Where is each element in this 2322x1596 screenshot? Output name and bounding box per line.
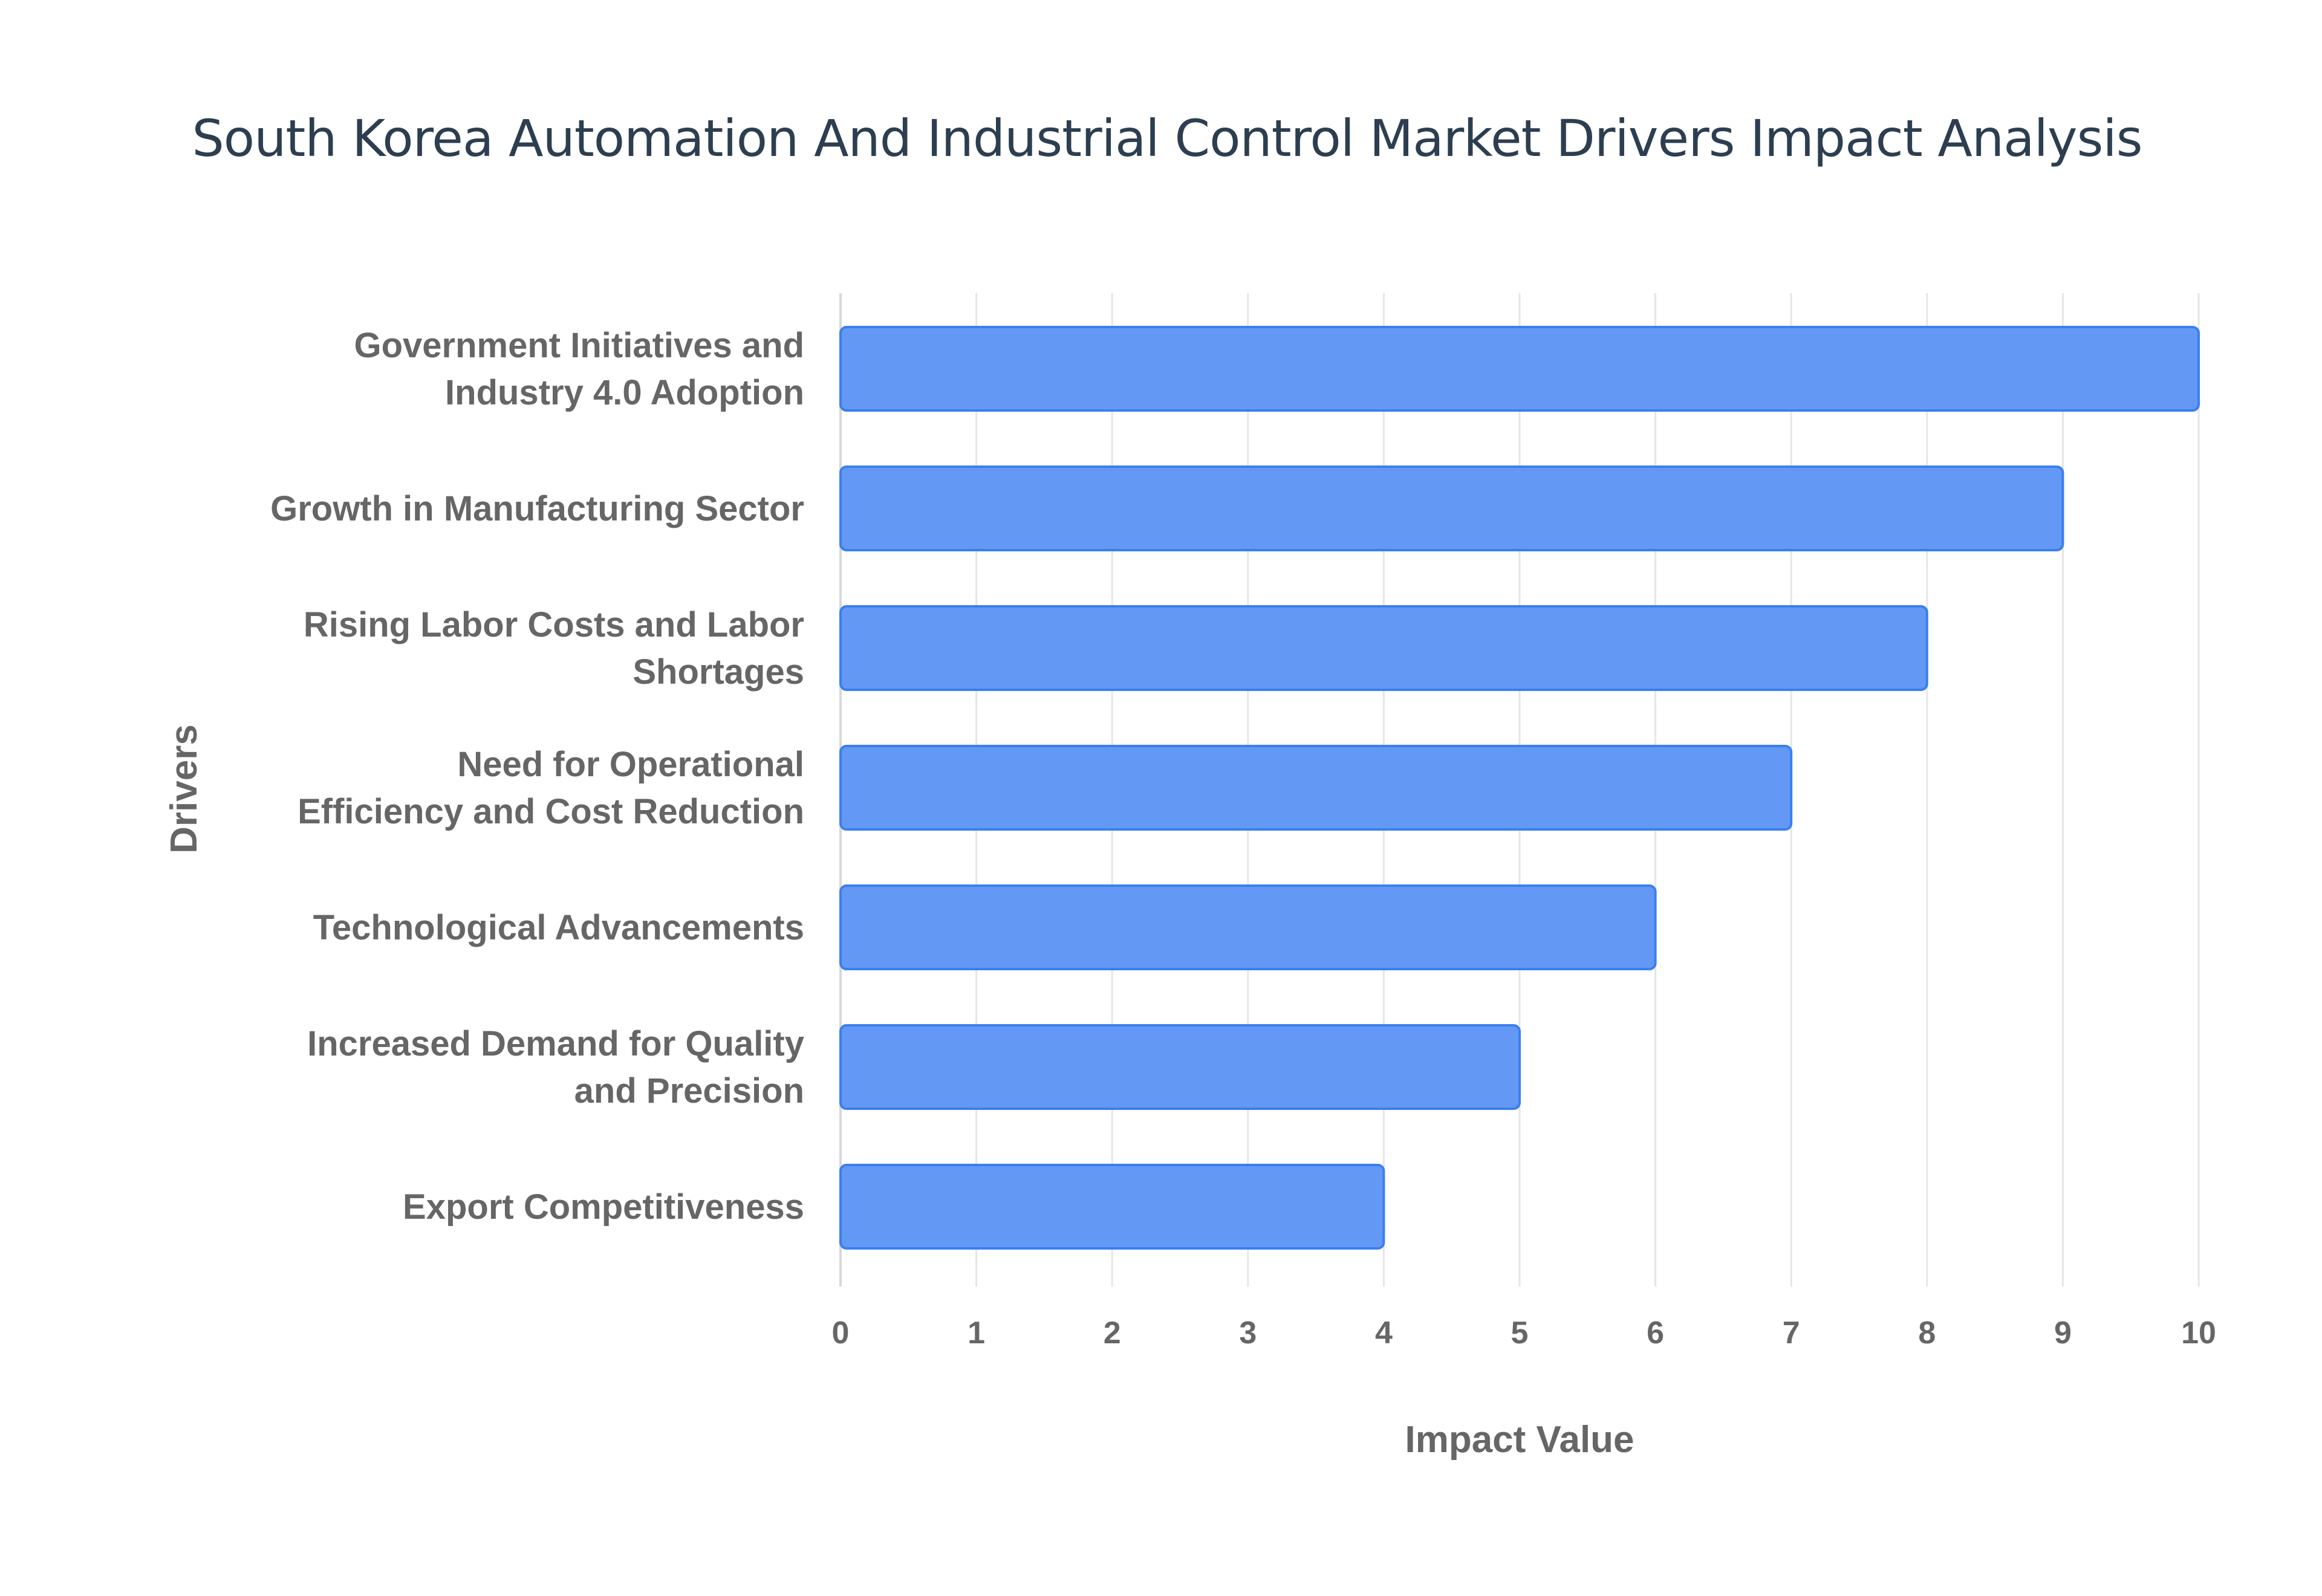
y-category-label: Industry 4.0 Adoption bbox=[445, 373, 804, 412]
chart-title: South Korea Automation And Industrial Co… bbox=[192, 109, 2142, 168]
y-axis-title: Drivers bbox=[163, 724, 205, 854]
y-category-label: Rising Labor Costs and Labor bbox=[304, 605, 804, 644]
x-axis-title: Impact Value bbox=[1405, 1419, 1634, 1461]
bar bbox=[839, 884, 1657, 970]
y-category-label: Efficiency and Cost Reduction bbox=[298, 792, 804, 831]
x-tick-label: 0 bbox=[832, 1315, 850, 1351]
y-category-label: Export Competitiveness bbox=[403, 1187, 804, 1227]
bar bbox=[839, 1024, 1521, 1110]
y-category-label: Need for Operational bbox=[457, 745, 804, 784]
bar bbox=[839, 1164, 1385, 1250]
x-tick-label: 9 bbox=[2054, 1315, 2072, 1351]
y-category-label: Government Initiatives and bbox=[354, 326, 804, 365]
x-tick-label: 8 bbox=[1918, 1315, 1936, 1351]
x-tick-label: 10 bbox=[2181, 1315, 2216, 1351]
x-tick-label: 3 bbox=[1239, 1315, 1257, 1351]
y-category-label: Increased Demand for Quality bbox=[307, 1024, 804, 1063]
y-category-label: Technological Advancements bbox=[313, 908, 804, 947]
x-tick-label: 4 bbox=[1375, 1315, 1393, 1351]
y-category-label: and Precision bbox=[574, 1071, 804, 1111]
x-tick-label: 6 bbox=[1647, 1315, 1664, 1351]
bar bbox=[839, 326, 2200, 412]
x-tick-label: 1 bbox=[968, 1315, 985, 1351]
y-category-label: Shortages bbox=[633, 652, 804, 692]
bar bbox=[839, 745, 1793, 831]
bar bbox=[839, 465, 2064, 551]
x-tick-label: 2 bbox=[1104, 1315, 1121, 1351]
x-tick-label: 7 bbox=[1783, 1315, 1800, 1351]
y-category-label: Growth in Manufacturing Sector bbox=[270, 489, 804, 528]
bar bbox=[839, 605, 1928, 691]
x-tick-label: 5 bbox=[1511, 1315, 1529, 1351]
